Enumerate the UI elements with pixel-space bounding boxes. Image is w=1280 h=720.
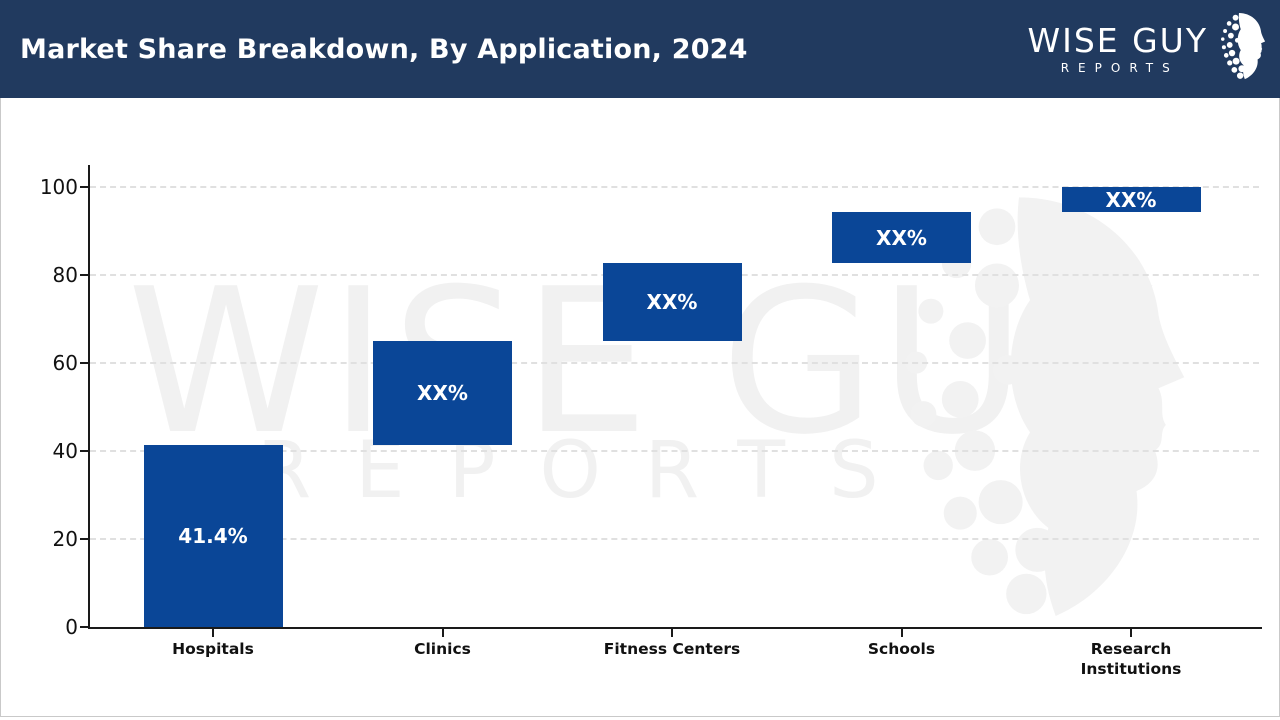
bar-value-label-research-institutions: XX% — [1105, 187, 1157, 212]
chart-area: WISE GUY REPORTS 0 20 40 60 80 100 41.4% Hospit… — [0, 98, 1280, 717]
y-tick-label-80: 80 — [52, 263, 78, 287]
x-tick-clinics — [441, 629, 444, 637]
x-category-label-fitness-centers: Fitness Centers — [603, 640, 741, 658]
x-category-label-clinics: Clinics — [414, 640, 471, 658]
wise-guy-logo: WISE GUY REPORTS — [1027, 6, 1268, 92]
bar-research-institutions: XX% — [1061, 187, 1201, 213]
y-tick-label-100: 100 — [39, 175, 78, 199]
watermark-subtext: REPORTS — [257, 426, 923, 516]
gridline-20 — [90, 538, 1259, 540]
gridline-40 — [90, 450, 1259, 452]
bar-value-label-schools: XX% — [876, 225, 927, 250]
y-tick-0 — [80, 626, 88, 628]
y-tick-40 — [80, 450, 88, 452]
bar-value-label-clinics: XX% — [417, 380, 468, 405]
x-category-label-schools: Schools — [867, 640, 936, 658]
plot-area: 0 20 40 60 80 100 41.4% Hospitals XX% Clinics XX% F… — [1, 98, 1279, 716]
bar-fitness-centers: XX% — [602, 263, 742, 341]
y-tick-label-40: 40 — [52, 439, 78, 463]
x-category-label-hospitals: Hospitals — [172, 640, 254, 658]
logo-head-icon — [1221, 13, 1266, 80]
bar-clinics: XX% — [373, 341, 512, 445]
y-tick-label-0: 0 — [65, 615, 78, 639]
y-tick-20 — [80, 538, 88, 540]
header: Market Share Breakdown, By Application, … — [0, 0, 1280, 98]
gridline-100 — [90, 186, 1259, 188]
gridline-60 — [90, 362, 1259, 364]
bar-hospitals: 41.4% — [143, 444, 283, 627]
x-tick-fitness-centers — [671, 629, 673, 637]
y-tick-label-20: 20 — [52, 527, 78, 551]
x-category-label-research-institutions: Research Institutions — [1080, 640, 1182, 678]
y-tick-80 — [80, 274, 88, 276]
bar-schools: XX% — [832, 212, 971, 264]
logo-sub-text: REPORTS — [1060, 61, 1179, 75]
x-axis-line — [88, 627, 1262, 629]
y-tick-label-60: 60 — [52, 351, 78, 375]
logo-name-text: WISE GUY — [1027, 21, 1208, 60]
y-tick-100 — [80, 186, 88, 188]
x-tick-research-institutions — [1130, 629, 1132, 637]
chart-title: Market Share Breakdown, By Application, … — [20, 33, 748, 65]
logo-wordmark: WISE GUY REPORTS — [1027, 22, 1208, 76]
y-axis-line — [88, 165, 90, 629]
y-tick-60 — [80, 362, 88, 364]
bar-value-label-fitness-centers: XX% — [646, 290, 698, 315]
x-tick-hospitals — [212, 629, 214, 637]
bar-value-label-hospitals: 41.4% — [178, 523, 248, 548]
x-tick-schools — [900, 629, 903, 637]
